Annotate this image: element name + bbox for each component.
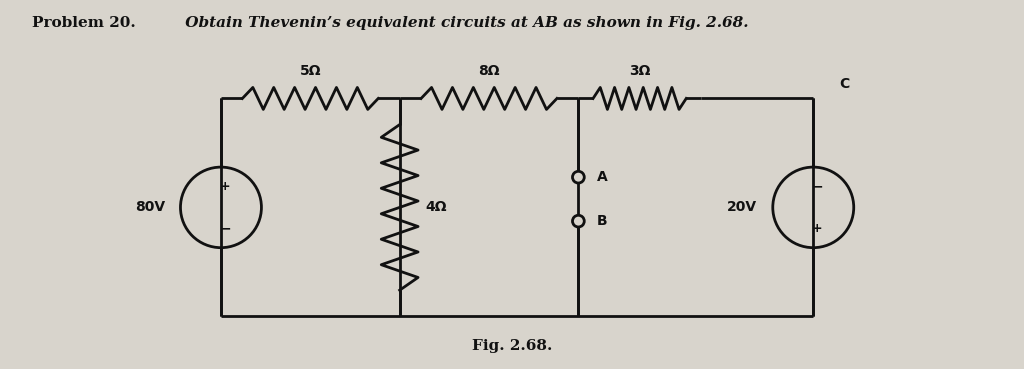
- Text: 4Ω: 4Ω: [425, 200, 446, 214]
- Text: Fig. 2.68.: Fig. 2.68.: [472, 339, 552, 353]
- Ellipse shape: [572, 171, 585, 183]
- Text: B: B: [597, 214, 607, 228]
- Text: −: −: [811, 179, 823, 193]
- Text: C: C: [839, 77, 849, 91]
- Text: +: +: [220, 180, 230, 193]
- Ellipse shape: [572, 215, 585, 227]
- Text: 8Ω: 8Ω: [478, 64, 500, 78]
- Text: Obtain Thevenin’s equivalent circuits at AB as shown in Fig. 2.68.: Obtain Thevenin’s equivalent circuits at…: [180, 16, 749, 30]
- Text: A: A: [597, 170, 607, 184]
- Text: 20V: 20V: [727, 200, 758, 214]
- Text: +: +: [812, 222, 822, 235]
- Text: Problem 20.: Problem 20.: [32, 16, 136, 30]
- Text: −: −: [219, 221, 230, 235]
- Text: 3Ω: 3Ω: [629, 64, 650, 78]
- Text: 5Ω: 5Ω: [300, 64, 322, 78]
- Text: 80V: 80V: [135, 200, 165, 214]
